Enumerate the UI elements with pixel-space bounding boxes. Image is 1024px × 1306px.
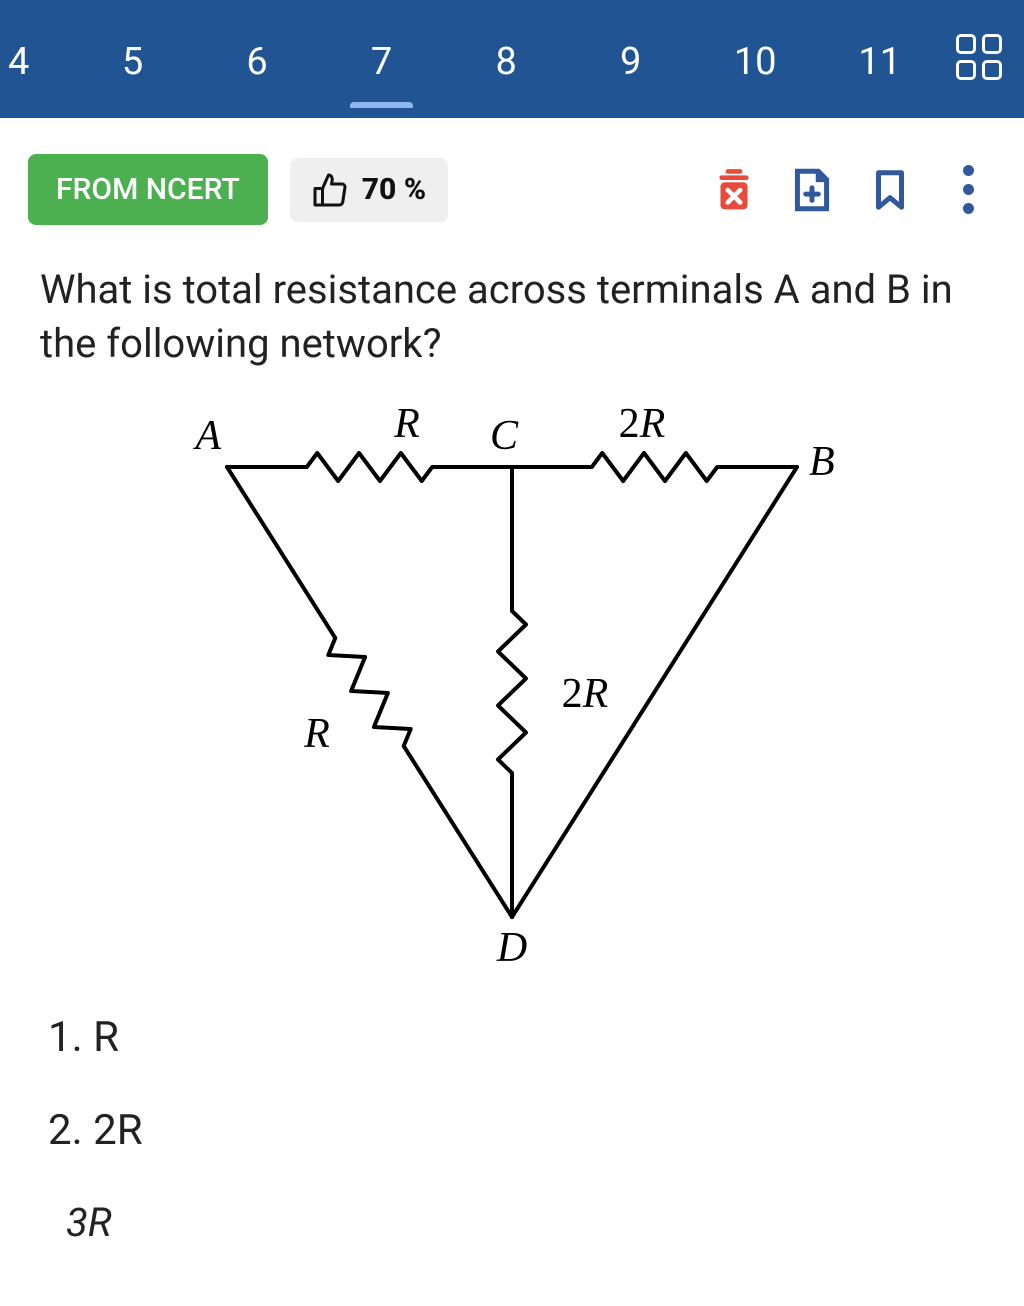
question-tab-10[interactable]: 10 <box>693 10 818 108</box>
bookmark-button[interactable] <box>862 162 918 218</box>
question-tab-11[interactable]: 11 <box>817 10 942 108</box>
svg-text:2R: 2R <box>619 407 666 447</box>
circuit-diagram: R 2R 2R R A C B D <box>0 371 1024 993</box>
question-tab-7[interactable]: 7 <box>319 10 444 108</box>
delete-icon <box>709 165 759 215</box>
like-percent-value: 70 % <box>362 172 426 207</box>
bookmark-icon <box>867 165 913 215</box>
more-menu-button[interactable] <box>940 162 996 218</box>
thumbs-up-icon <box>312 172 348 208</box>
question-tab-5[interactable]: 5 <box>70 10 195 108</box>
grid-view-button[interactable] <box>956 34 1006 84</box>
like-percent-button[interactable]: 70 % <box>290 158 448 222</box>
answer-option-cutoff: 3R <box>0 1199 1024 1246</box>
svg-text:C: C <box>490 413 519 459</box>
svg-text:R: R <box>303 711 330 757</box>
svg-text:R: R <box>393 407 420 447</box>
more-icon <box>963 165 974 214</box>
question-tab-4[interactable]: 4 <box>8 10 70 108</box>
question-tab-6[interactable]: 6 <box>195 10 320 108</box>
add-note-icon <box>787 165 837 215</box>
answer-option-2[interactable]: 2. 2R <box>48 1106 976 1155</box>
svg-text:B: B <box>809 439 835 485</box>
answer-option-1[interactable]: 1. R <box>48 1013 976 1062</box>
question-toolbar: FROM NCERT 70 % <box>0 118 1024 245</box>
svg-text:A: A <box>192 413 221 459</box>
question-tab-8[interactable]: 8 <box>444 10 569 108</box>
question-number-nav: 4567891011 <box>0 0 1024 118</box>
add-note-button[interactable] <box>784 162 840 218</box>
question-text: What is total resistance across terminal… <box>0 245 1024 371</box>
question-tab-9[interactable]: 9 <box>568 10 693 108</box>
svg-text:D: D <box>496 925 527 967</box>
from-ncert-badge[interactable]: FROM NCERT <box>28 154 268 225</box>
svg-text:2R: 2R <box>562 671 609 717</box>
answer-options: 1. R 2. 2R <box>0 993 1024 1155</box>
circuit-svg: R 2R 2R R A C B D <box>187 407 837 967</box>
delete-button[interactable] <box>706 162 762 218</box>
